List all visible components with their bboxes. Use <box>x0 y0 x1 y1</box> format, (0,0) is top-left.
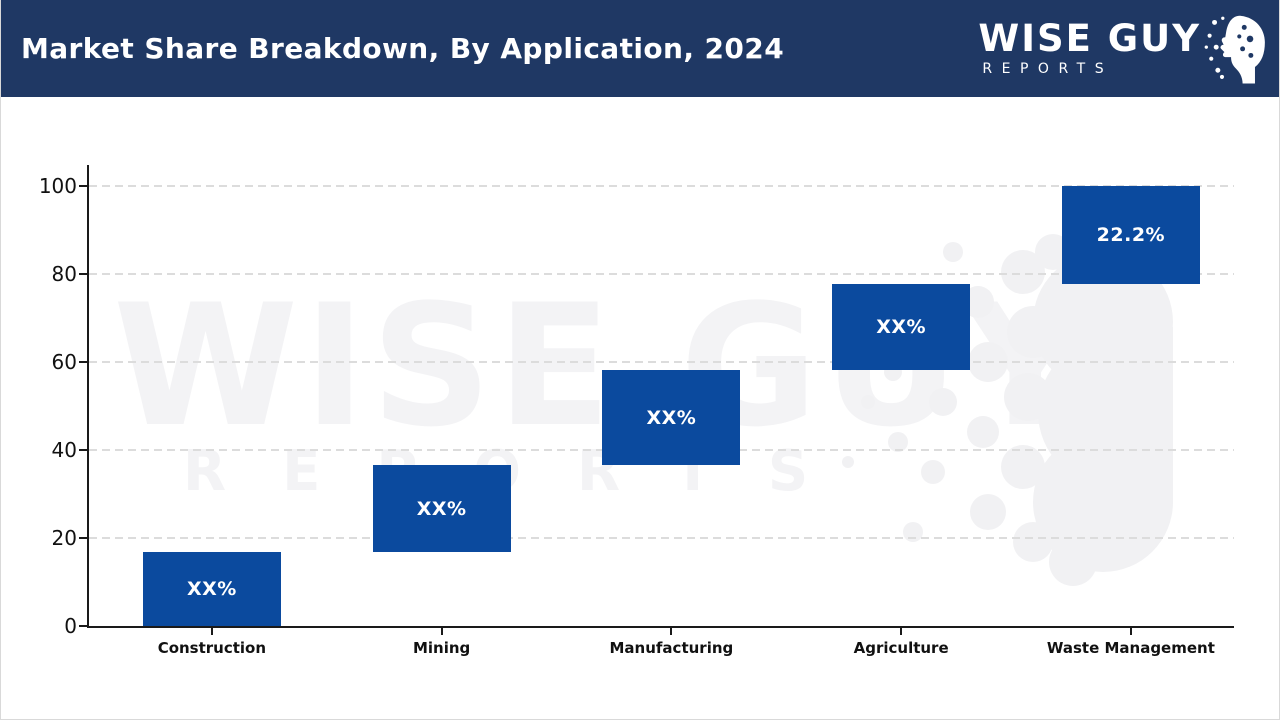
x-tick-mark-agriculture <box>900 628 903 635</box>
y-tick-label-40: 40 <box>51 438 77 462</box>
y-tick-mark-100 <box>79 185 87 187</box>
watermark-subtitle: REPORTS <box>183 439 865 504</box>
y-tick-label-60: 60 <box>51 350 77 374</box>
y-tick-label-20: 20 <box>51 526 77 550</box>
x-tick-label-mining: Mining <box>412 639 471 657</box>
gridline-60 <box>89 361 1234 363</box>
gridline-100 <box>89 185 1234 187</box>
y-tick-mark-80 <box>79 273 87 275</box>
y-tick-mark-0 <box>79 625 87 627</box>
x-tick-mark-waste-management <box>1129 628 1132 635</box>
wise-guy-reports-logo: WISE GUY REPORTS <box>978 6 1269 90</box>
bar-value-label-mining: XX% <box>416 497 467 520</box>
x-tick-mark-construction <box>210 628 213 635</box>
bar-value-label-waste-management: 22.2% <box>1096 223 1166 246</box>
x-tick-label-manufacturing: Manufacturing <box>609 639 734 657</box>
wise-guy-face-icon <box>1204 15 1265 84</box>
page-title: Market Share Breakdown, By Application, … <box>21 32 785 65</box>
gridline-80 <box>89 273 1234 275</box>
bar-value-label-manufacturing: XX% <box>646 406 697 429</box>
bar-waste-management: 22.2% <box>1061 186 1200 284</box>
x-tick-mark-mining <box>440 628 443 635</box>
y-tick-label-0: 0 <box>64 614 77 638</box>
header-bar: Market Share Breakdown, By Application, … <box>1 0 1279 97</box>
x-tick-mark-manufacturing <box>670 628 673 635</box>
y-tick-mark-40 <box>79 449 87 451</box>
y-axis-line <box>87 165 89 628</box>
y-tick-mark-60 <box>79 361 87 363</box>
x-tick-label-waste-management: Waste Management <box>1046 639 1215 657</box>
bar-mining: XX% <box>372 465 511 553</box>
bar-agriculture: XX% <box>832 283 971 370</box>
x-tick-label-construction: Construction <box>157 639 267 657</box>
bar-construction: XX% <box>142 552 281 626</box>
bar-manufacturing: XX% <box>602 369 741 466</box>
y-tick-mark-20 <box>79 537 87 539</box>
x-tick-label-agriculture: Agriculture <box>853 639 949 657</box>
y-tick-label-100: 100 <box>38 174 77 198</box>
y-tick-label-80: 80 <box>51 262 77 286</box>
logo-subtitle: REPORTS <box>982 60 1114 77</box>
gridline-20 <box>89 537 1234 539</box>
logo-wordmark: WISE GUY <box>978 17 1201 61</box>
bar-value-label-construction: XX% <box>186 578 237 601</box>
x-axis-line <box>87 626 1234 628</box>
bar-value-label-agriculture: XX% <box>876 315 927 338</box>
